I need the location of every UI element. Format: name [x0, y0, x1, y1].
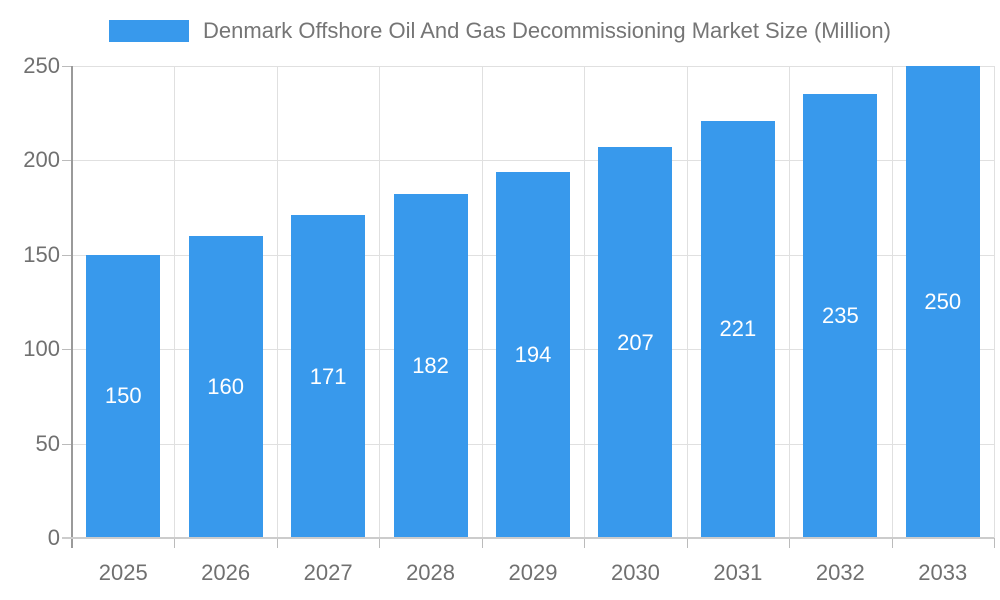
x-tick-5	[584, 538, 586, 548]
bar-2030[interactable]: 207	[598, 147, 673, 538]
bar-value-label-2032: 235	[821, 303, 859, 329]
x-tick-6	[686, 538, 688, 548]
bar-2029[interactable]: 194	[496, 171, 570, 538]
x-axis-label-2031: 2031	[713, 560, 763, 585]
gridline-v-9	[994, 66, 995, 538]
x-axis-label-2033: 2033	[918, 560, 968, 585]
y-axis-label-150: 150	[23, 241, 60, 267]
chart-legend[interactable]: Denmark Offshore Oil And Gas Decommissio…	[0, 18, 1000, 44]
gridline-v-5	[584, 66, 586, 538]
bar-value-label-2027: 171	[309, 363, 347, 389]
y-tick-250	[62, 66, 72, 67]
gridline-v-3	[379, 66, 381, 538]
x-axis-label-2025: 2025	[98, 560, 148, 585]
y-tick-100	[62, 349, 72, 351]
bar-value-label-2033: 250	[924, 289, 962, 314]
gridline-h-250	[72, 66, 994, 67]
x-tick-2	[276, 538, 278, 548]
x-tick-1	[174, 538, 176, 548]
bar-value-label-2030: 207	[617, 329, 654, 355]
x-axis-label-2027: 2027	[303, 560, 353, 585]
x-axis	[62, 537, 994, 539]
gridline-v-2	[276, 66, 278, 538]
gridline-v-1	[174, 66, 176, 538]
y-axis-label-0: 0	[47, 525, 60, 550]
bar-2033[interactable]: 250	[905, 66, 980, 538]
bar-value-label-2029: 194	[514, 341, 552, 367]
y-axis	[71, 66, 73, 548]
y-tick-50	[62, 443, 72, 445]
bar-2025[interactable]: 150	[86, 254, 161, 538]
y-axis-label-50: 50	[35, 430, 60, 456]
y-tick-200	[62, 160, 72, 162]
gridline-v-4	[481, 66, 483, 538]
bar-value-label-2028: 182	[412, 353, 449, 379]
bar-2027[interactable]: 171	[291, 215, 366, 538]
y-tick-150	[62, 254, 72, 256]
bar-2028[interactable]: 182	[393, 194, 468, 538]
bar-2032[interactable]: 235	[803, 94, 878, 538]
x-axis-label-2026: 2026	[201, 560, 251, 585]
legend-swatch[interactable]	[109, 20, 190, 42]
x-tick-7	[789, 538, 791, 548]
x-tick-3	[379, 538, 381, 548]
x-tick-4	[481, 538, 483, 548]
chart-title: Denmark Offshore Oil And Gas Decommissio…	[203, 18, 891, 43]
gridline-v-6	[686, 66, 688, 538]
x-tick-8	[891, 538, 893, 548]
bar-value-label-2026: 160	[207, 373, 245, 399]
y-axis-label-250: 250	[23, 53, 60, 78]
bar-value-label-2031: 221	[719, 316, 757, 342]
x-axis-label-2028: 2028	[406, 560, 456, 585]
gridline-v-7	[789, 66, 791, 538]
x-tick-9	[994, 538, 995, 548]
x-axis-label-2032: 2032	[815, 560, 865, 585]
gridline-v-8	[891, 66, 893, 538]
bar-2026[interactable]: 160	[188, 235, 263, 538]
x-axis-label-2030: 2030	[610, 560, 660, 585]
x-axis-label-2029: 2029	[508, 560, 558, 585]
y-axis-label-200: 200	[23, 147, 60, 173]
bar-value-label-2025: 150	[104, 383, 142, 409]
y-axis-label-100: 100	[23, 336, 60, 362]
gridline-h-200	[72, 160, 994, 162]
bar-2031[interactable]: 221	[700, 120, 775, 538]
